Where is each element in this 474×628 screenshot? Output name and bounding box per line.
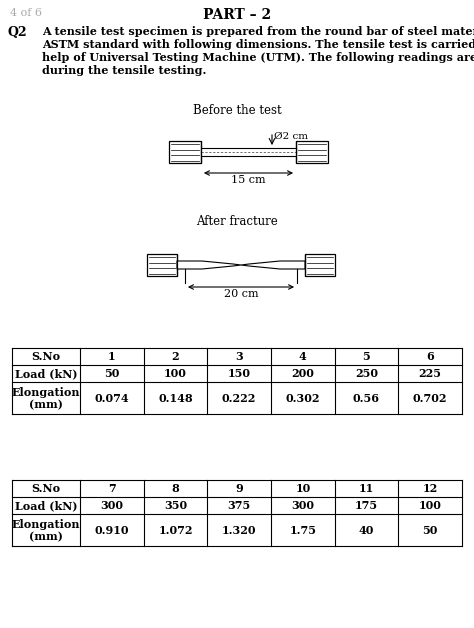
- Text: 375: 375: [228, 500, 251, 511]
- Text: help of Universal Testing Machine (UTM). The following readings are noted: help of Universal Testing Machine (UTM).…: [42, 52, 474, 63]
- Text: 0.302: 0.302: [285, 392, 320, 404]
- Text: 5: 5: [363, 351, 370, 362]
- Text: 20 cm: 20 cm: [224, 289, 258, 299]
- Text: 300: 300: [100, 500, 123, 511]
- Text: 7: 7: [108, 483, 116, 494]
- Text: 300: 300: [292, 500, 314, 511]
- Text: during the tensile testing.: during the tensile testing.: [42, 65, 206, 76]
- Text: 100: 100: [419, 500, 442, 511]
- Text: 0.910: 0.910: [95, 524, 129, 536]
- Text: PART – 2: PART – 2: [203, 8, 271, 22]
- Text: Load (kN): Load (kN): [15, 368, 77, 379]
- Text: 100: 100: [164, 368, 187, 379]
- Text: Elongation: Elongation: [12, 519, 80, 530]
- Bar: [296, 141, 328, 163]
- Text: 50: 50: [422, 524, 438, 536]
- Text: 225: 225: [419, 368, 442, 379]
- Text: 1: 1: [108, 351, 116, 362]
- Text: 2: 2: [172, 351, 179, 362]
- Polygon shape: [241, 261, 305, 269]
- Text: After fracture: After fracture: [196, 215, 278, 228]
- Text: 3: 3: [235, 351, 243, 362]
- Text: 0.148: 0.148: [158, 392, 193, 404]
- Text: 9: 9: [235, 483, 243, 494]
- Text: 350: 350: [164, 500, 187, 511]
- Text: 10: 10: [295, 483, 310, 494]
- Text: 15 cm: 15 cm: [231, 175, 266, 185]
- Text: ASTM standard with following dimensions. The tensile test is carried out with th: ASTM standard with following dimensions.…: [42, 39, 474, 50]
- Text: 40: 40: [359, 524, 374, 536]
- Text: 11: 11: [359, 483, 374, 494]
- Bar: [169, 141, 201, 163]
- Text: 0.222: 0.222: [222, 392, 256, 404]
- Text: 4: 4: [299, 351, 307, 362]
- Text: Q2: Q2: [8, 26, 27, 39]
- Text: (mm): (mm): [29, 531, 63, 542]
- Text: 6: 6: [426, 351, 434, 362]
- Text: S.No: S.No: [31, 351, 61, 362]
- Text: 50: 50: [104, 368, 119, 379]
- Text: 250: 250: [355, 368, 378, 379]
- Text: A tensile test specimen is prepared from the round bar of steel material as per: A tensile test specimen is prepared from…: [42, 26, 474, 37]
- Bar: [305, 254, 335, 276]
- Text: 0.074: 0.074: [94, 392, 129, 404]
- Text: Elongation: Elongation: [12, 387, 80, 398]
- Text: 0.56: 0.56: [353, 392, 380, 404]
- Text: 4 of 6: 4 of 6: [10, 8, 42, 18]
- Text: 1.75: 1.75: [289, 524, 316, 536]
- Polygon shape: [177, 261, 241, 269]
- Text: 8: 8: [172, 483, 179, 494]
- Text: Before the test: Before the test: [193, 104, 281, 117]
- Text: (mm): (mm): [29, 399, 63, 410]
- Text: Load (kN): Load (kN): [15, 500, 77, 511]
- Text: S.No: S.No: [31, 483, 61, 494]
- Text: 0.702: 0.702: [413, 392, 447, 404]
- Bar: [201, 148, 296, 156]
- Text: 12: 12: [422, 483, 438, 494]
- Text: 200: 200: [292, 368, 314, 379]
- Text: 150: 150: [228, 368, 251, 379]
- Text: Ø2 cm: Ø2 cm: [274, 132, 308, 141]
- Text: 1.072: 1.072: [158, 524, 193, 536]
- Text: 175: 175: [355, 500, 378, 511]
- Bar: [147, 254, 177, 276]
- Text: 1.320: 1.320: [222, 524, 256, 536]
